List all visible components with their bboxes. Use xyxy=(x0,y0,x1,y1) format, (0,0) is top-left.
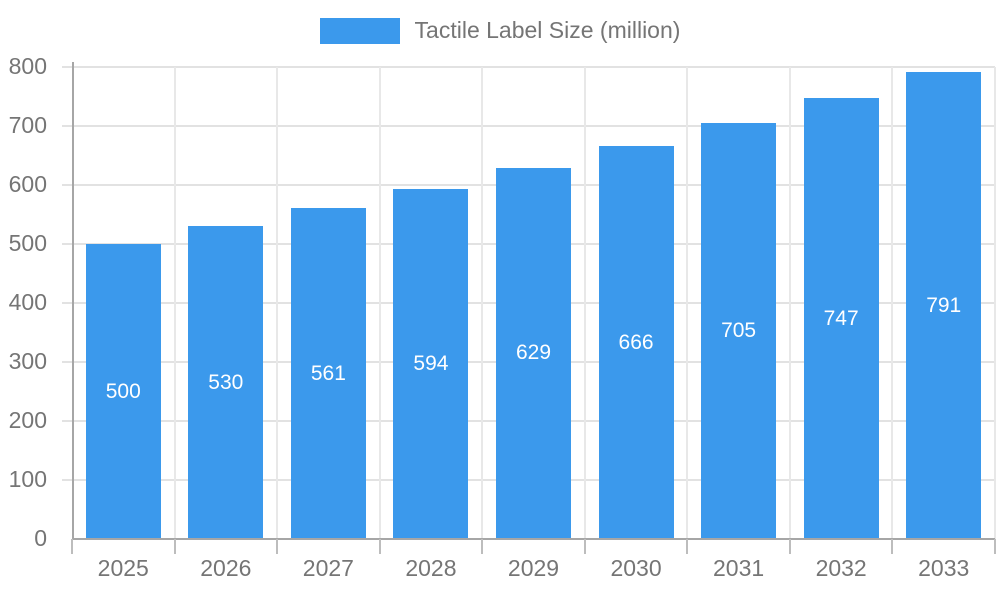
bar-2027: 561 xyxy=(290,208,366,539)
plot-area: 500 530 561 594 629 666 705 747 791 xyxy=(62,62,996,554)
bar-value-label: 530 xyxy=(208,370,244,394)
bar-2030: 666 xyxy=(598,146,674,539)
y-tick-label: 800 xyxy=(8,53,47,79)
bar-value-label: 747 xyxy=(823,306,859,330)
y-tick-label: 700 xyxy=(8,112,47,138)
bar-value-label: 791 xyxy=(926,293,962,317)
bar-2026: 530 xyxy=(188,226,264,539)
x-gridline xyxy=(788,67,791,539)
bar-value-label: 629 xyxy=(515,341,552,365)
bar-2032: 747 xyxy=(803,98,879,539)
x-tick-label: 2026 xyxy=(200,555,252,581)
x-gridline xyxy=(583,67,586,539)
y-tick-label: 300 xyxy=(8,348,47,374)
x-tick xyxy=(788,539,791,554)
x-tick-label: 2025 xyxy=(97,555,149,581)
x-tick xyxy=(173,539,176,554)
x-gridline xyxy=(481,67,484,539)
bar-2031: 705 xyxy=(701,123,777,539)
bar-value-label: 500 xyxy=(105,379,141,403)
bar-2028: 594 xyxy=(393,188,469,539)
bar-2029: 629 xyxy=(496,167,571,539)
bar-value-label: 561 xyxy=(310,361,346,385)
chart-legend[interactable]: Tactile Label Size (million) xyxy=(0,17,1000,44)
y-tick-label: 600 xyxy=(8,171,47,197)
x-tick-label: 2032 xyxy=(815,555,867,581)
bar-value-label: 705 xyxy=(721,319,757,343)
bar-value-label: 594 xyxy=(413,351,449,375)
x-tick xyxy=(686,539,689,554)
y-tick-label: 200 xyxy=(8,407,47,433)
bar-2025: 500 xyxy=(85,244,161,539)
y-tick-label: 500 xyxy=(8,230,47,256)
x-tick-label: 2031 xyxy=(713,555,765,581)
x-gridline xyxy=(173,67,176,539)
x-gridline xyxy=(891,67,894,539)
y-tick-label: 400 xyxy=(8,289,47,315)
bar-value-label: 666 xyxy=(618,330,654,354)
x-gridline xyxy=(276,67,279,539)
legend-swatch-icon xyxy=(319,17,400,44)
x-gridline xyxy=(686,67,689,539)
x-tick-label: 2030 xyxy=(610,555,662,581)
y-tick-label: 100 xyxy=(8,466,47,492)
y-tick-label: 0 xyxy=(34,525,47,551)
x-tick xyxy=(378,539,381,554)
x-tick-label: 2027 xyxy=(302,555,354,581)
x-tick xyxy=(994,539,996,554)
x-tick xyxy=(583,539,586,554)
x-tick xyxy=(71,539,73,554)
x-tick xyxy=(891,539,894,554)
x-tick-label: 2028 xyxy=(405,555,457,581)
bar-2033: 791 xyxy=(906,72,982,539)
x-axis-line xyxy=(72,538,995,540)
x-tick xyxy=(481,539,484,554)
y-axis-line xyxy=(72,62,74,539)
x-gridline xyxy=(994,67,996,539)
x-tick xyxy=(276,539,279,554)
legend-label: Tactile Label Size (million) xyxy=(414,17,681,43)
x-tick-label: 2033 xyxy=(918,555,970,581)
y-gridline xyxy=(62,125,995,127)
x-gridline xyxy=(378,67,381,539)
y-gridline xyxy=(62,66,995,68)
x-tick-label: 2029 xyxy=(507,555,560,581)
